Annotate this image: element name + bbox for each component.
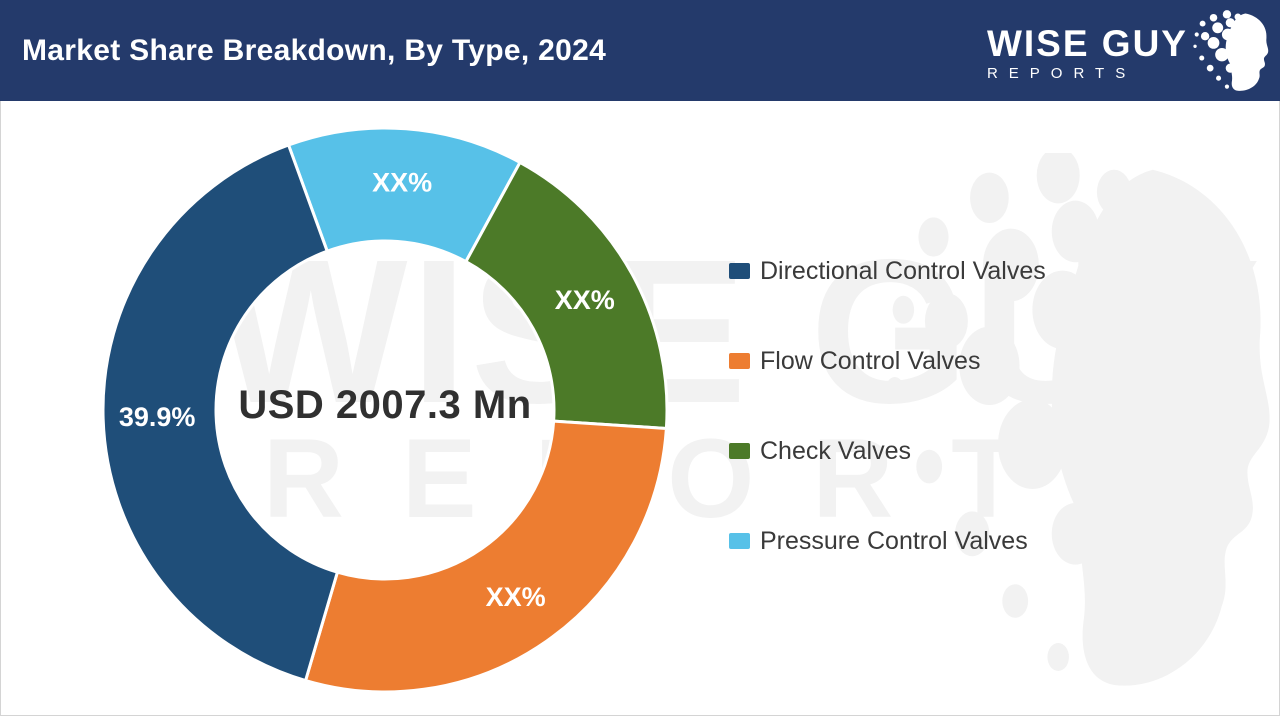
chart-canvas: WISE GUY REPORTS XX% XX% XX% 39.9% USD 2007… — [0, 101, 1280, 716]
legend-item: Pressure Control Valves — [729, 528, 1046, 554]
slice-value-label: XX% — [555, 285, 615, 315]
legend-marker — [729, 533, 750, 549]
slice-value-label: XX% — [486, 582, 546, 612]
face-profile-dots-icon — [1193, 10, 1269, 91]
legend-label: Flow Control Valves — [760, 347, 981, 375]
chart-legend: Directional Control Valves Flow Control … — [729, 258, 1046, 618]
donut-chart: XX% XX% XX% 39.9% — [101, 126, 669, 694]
legend-item: Flow Control Valves — [729, 348, 1046, 374]
header-bar: Market Share Breakdown, By Type, 2024 WI… — [0, 0, 1280, 101]
brand-logo-text: WISE GUY REPORTS — [986, 22, 1188, 83]
donut-segment-check-valves — [464, 160, 669, 430]
donut-segment-flow-control-valves — [304, 419, 668, 694]
brand-subtitle: REPORTS — [986, 64, 1137, 82]
legend-marker — [729, 263, 750, 279]
legend-label: Check Valves — [760, 437, 911, 465]
page-title: Market Share Breakdown, By Type, 2024 — [22, 33, 607, 67]
legend-marker — [729, 353, 750, 369]
slice-value-label: 39.9% — [119, 402, 196, 432]
legend-item: Check Valves — [729, 438, 1046, 464]
legend-label: Pressure Control Valves — [760, 527, 1028, 555]
legend-marker — [729, 443, 750, 459]
donut-segment-directional-control-valves — [101, 143, 339, 683]
legend-label: Directional Control Valves — [760, 257, 1046, 285]
brand-name: WISE GUY — [986, 22, 1188, 64]
brand-logo: WISE GUY REPORTS — [987, 8, 1274, 98]
donut-center-value: USD 2007.3 Mn — [238, 383, 532, 427]
legend-item: Directional Control Valves — [729, 258, 1046, 284]
slice-value-label: XX% — [372, 168, 432, 198]
